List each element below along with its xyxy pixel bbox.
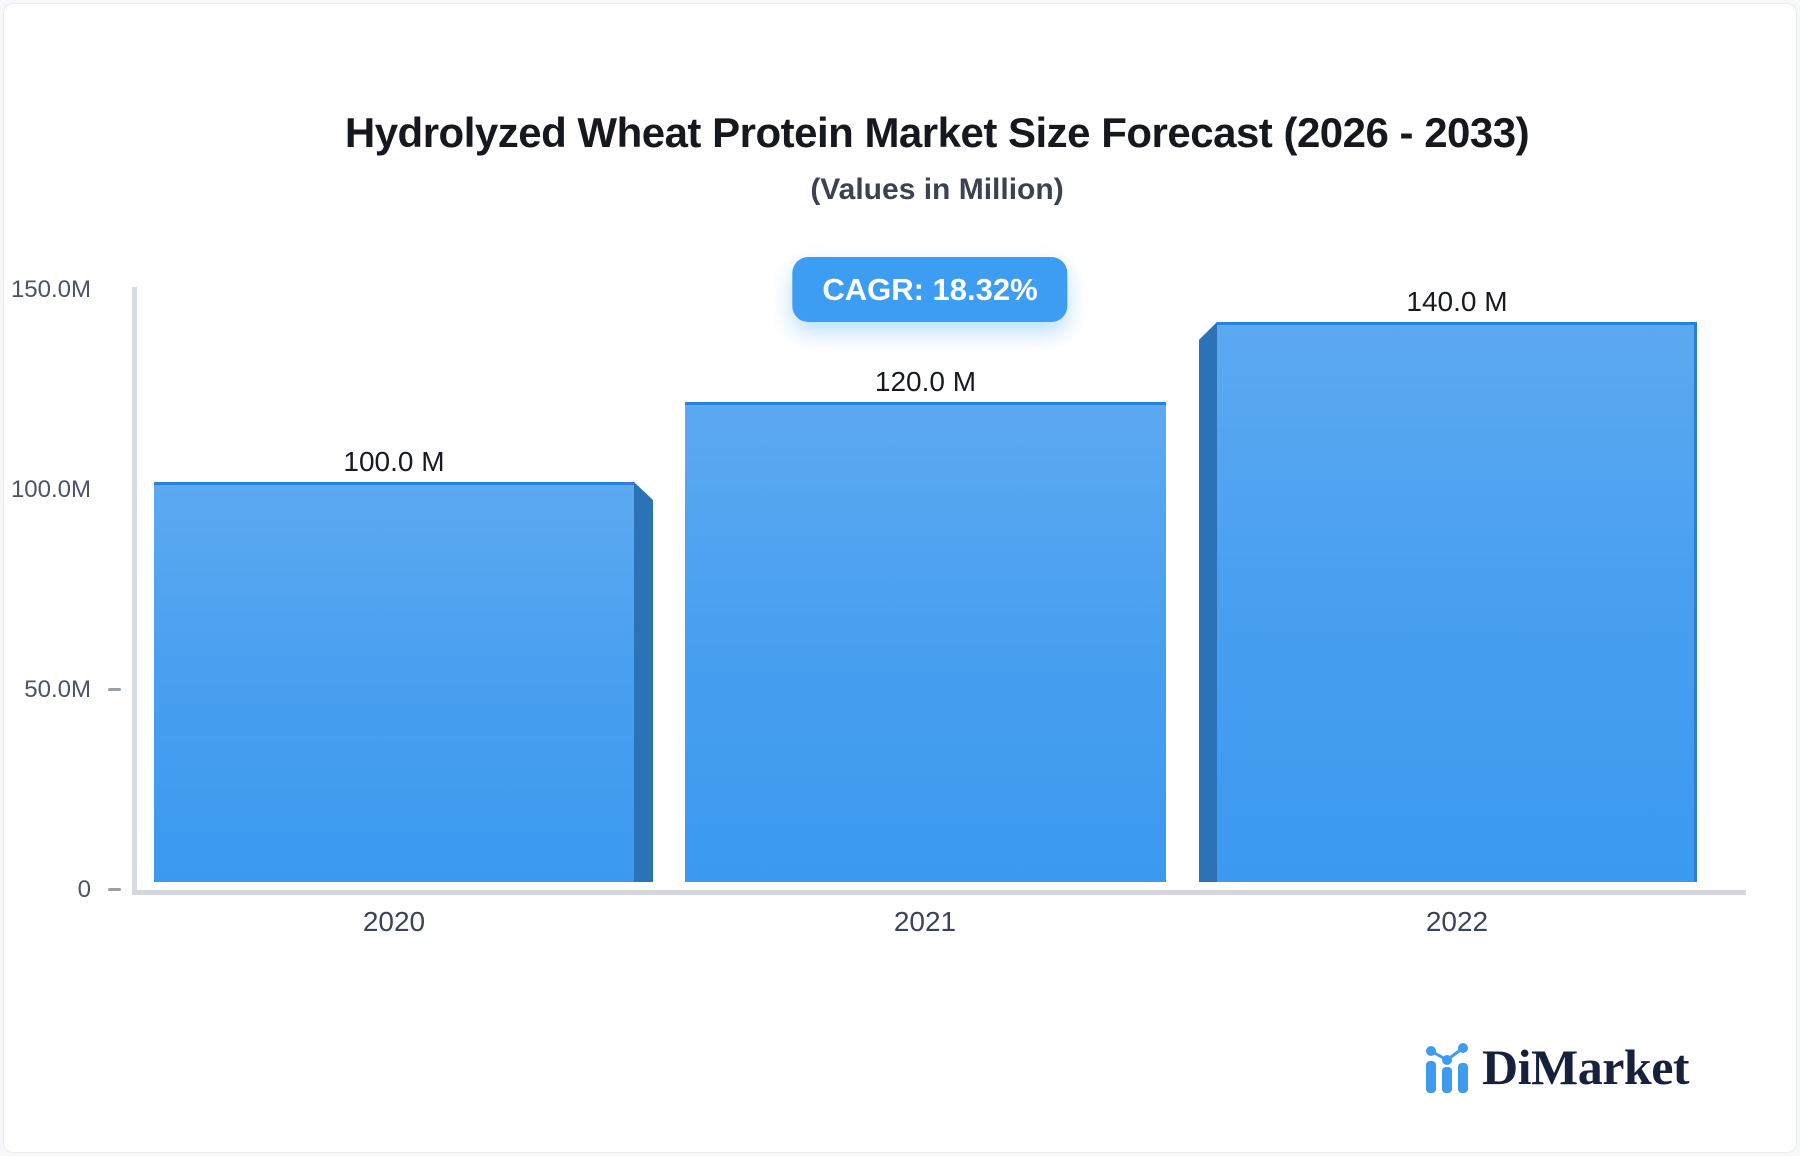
y-tick-label-100: 100.0M [10,476,91,503]
chart-subtitle: (Values in Million) [810,173,1064,206]
bar-line-chart-icon [1426,1043,1468,1093]
y-tick-label-150: 150.0M [10,276,91,303]
x-tick-label-2022: 2022 [1425,906,1489,937]
y-tick-dash-0 [108,888,121,891]
bar-3d-side-2022 [1199,322,1217,882]
chart-title: Hydrolyzed Wheat Protein Market Size For… [344,109,1530,156]
y-axis-line [132,287,137,895]
y-tick-dash-50 [108,688,121,691]
bar-value-label-2020: 100.0 M [343,446,445,477]
y-tick-label-0: 0 [77,876,91,903]
brand-logo-text: DiMarket [1482,1039,1690,1095]
x-axis-line [132,890,1746,895]
chart-card: Hydrolyzed Wheat Protein Market Size For… [3,3,1797,1153]
bar-2021[interactable] [685,402,1166,882]
cagr-badge: CAGR: 18.32% [792,257,1068,322]
x-tick-label-2020: 2020 [362,906,426,937]
bar-2020[interactable] [154,482,634,882]
brand-logo: DiMarket [1424,1039,1690,1095]
y-tick-label-50: 50.0M [24,676,91,703]
bar-2022[interactable] [1217,322,1697,882]
x-tick-label-2021: 2021 [893,906,957,937]
bar-value-label-2022: 140.0 M [1406,286,1508,317]
bar-3d-side-2020 [634,482,653,882]
bar-value-label-2021: 120.0 M [874,366,977,397]
